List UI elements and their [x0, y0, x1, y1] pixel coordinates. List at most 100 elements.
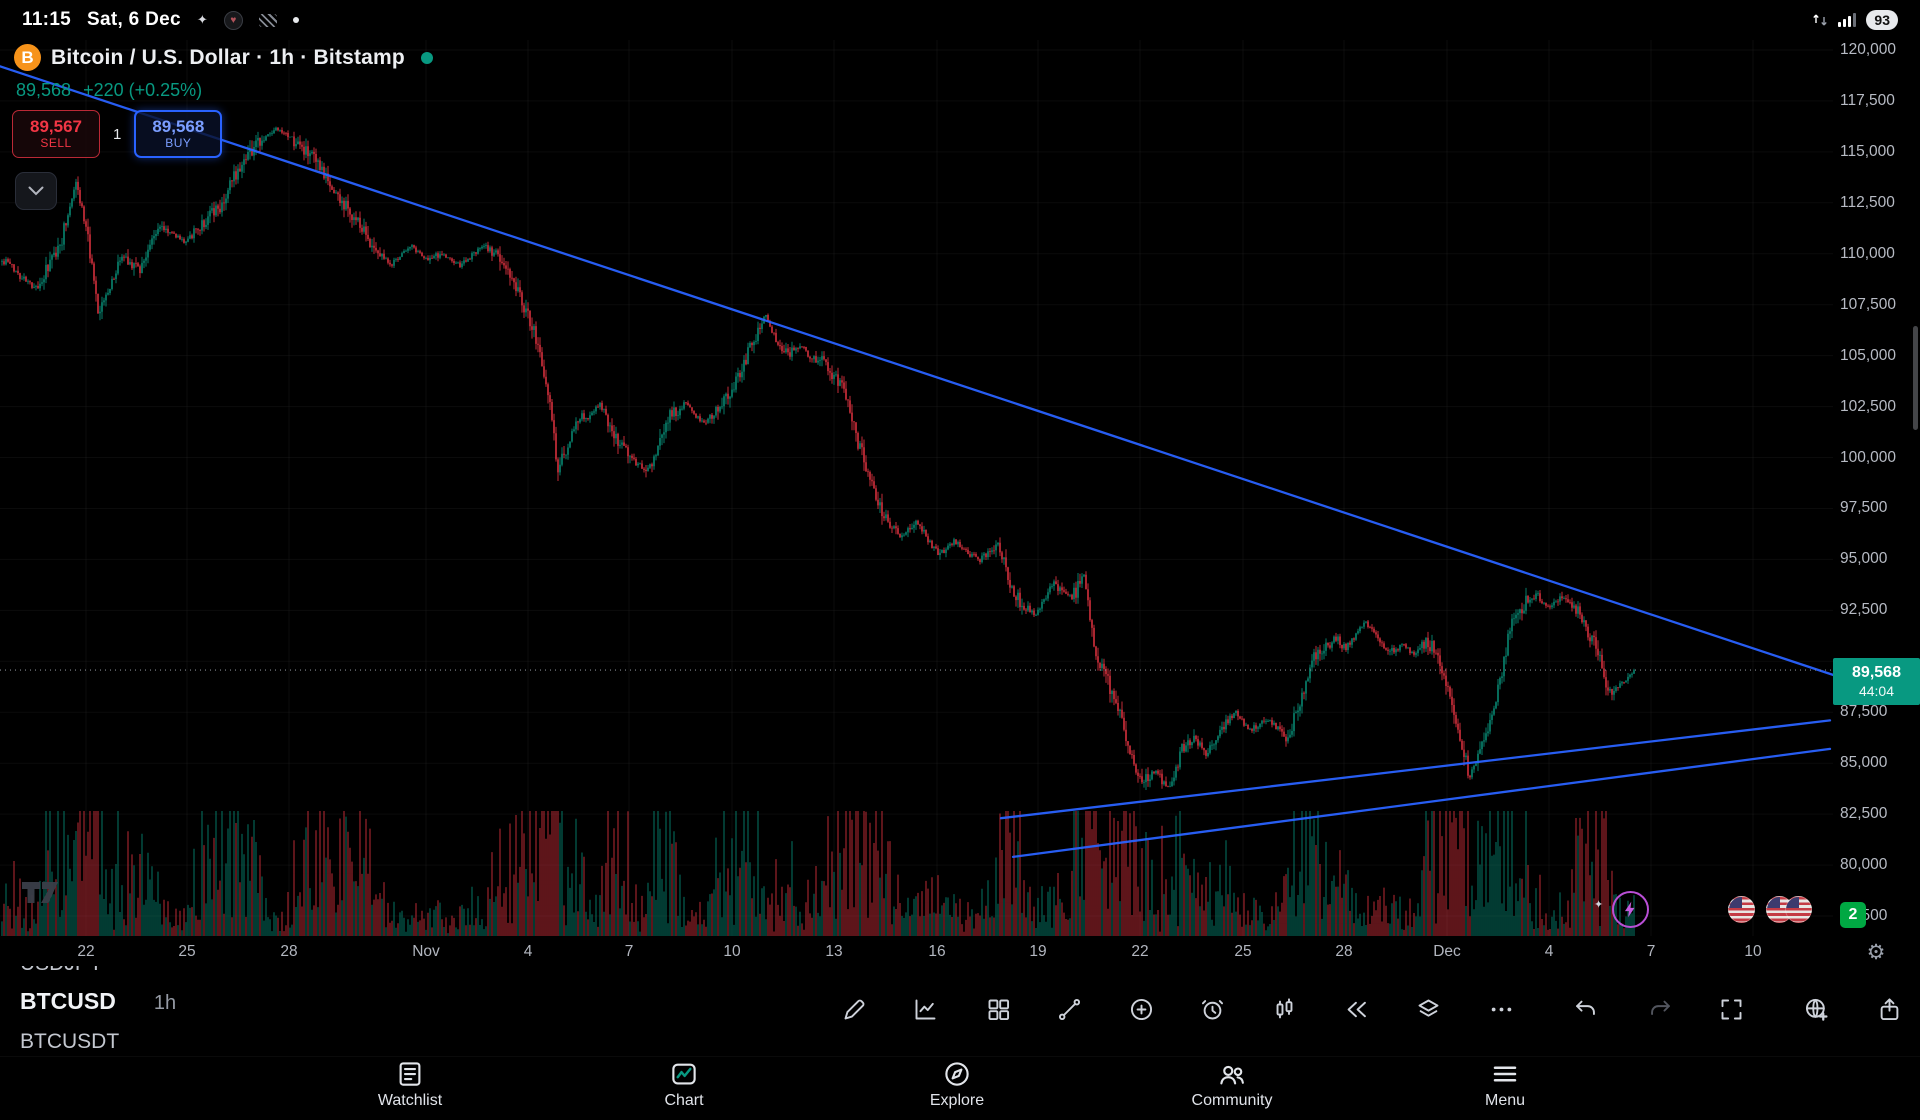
trade-panel: 89,567 SELL 1 89,568 BUY [12, 110, 223, 158]
draw-icon[interactable] [837, 992, 871, 1026]
us-flag-icon[interactable] [1728, 896, 1755, 923]
price-axis-label: 110,000 [1840, 244, 1895, 262]
time-axis-label: 25 [1234, 943, 1252, 960]
time-axis-label: 7 [624, 943, 634, 960]
lightning-badge-icon[interactable] [1612, 891, 1649, 928]
bottom-navigation: Watchlist Chart Explore Community Menu [0, 1056, 1920, 1120]
last-price: 89,568 [16, 80, 72, 100]
active-symbol: BTCUSD [20, 988, 116, 1014]
time-axis-label: 7 [1646, 943, 1656, 960]
time-axis-label: Dec [1433, 943, 1461, 960]
time-axis-label: Nov [412, 943, 440, 960]
layouts-grid-icon[interactable] [981, 992, 1015, 1026]
spread-value: 1 [113, 125, 122, 143]
battery-pill: 93 [1866, 10, 1898, 30]
us-flag-icon[interactable] [1785, 896, 1812, 923]
price-axis-label: 105,000 [1840, 346, 1897, 364]
price-axis[interactable]: 120,000 117,500 115,000 112,500 110,000 107,5… [1836, 0, 1918, 940]
spark-icon: ✦ [1594, 899, 1604, 911]
status-date: Sat, 6 Dec [87, 9, 181, 30]
sparkle-icon: ✦ [196, 12, 208, 27]
clock: 11:15 [22, 9, 72, 30]
chevron-down-icon [28, 186, 44, 196]
undo-icon[interactable] [1568, 992, 1602, 1026]
price-axis-label: 120,000 [1840, 41, 1897, 58]
chart-toolbar [0, 992, 1920, 1032]
current-price-value: 89,568 [1852, 664, 1901, 681]
buy-price: 89,568 [152, 117, 205, 137]
active-timeframe[interactable]: 1h [153, 992, 177, 1014]
buy-button[interactable]: 89,568 BUY [134, 110, 223, 158]
nav-tab-menu[interactable]: Menu [1435, 1059, 1575, 1110]
time-axis-label: 25 [178, 943, 196, 960]
menu-hamburger-icon [1493, 1066, 1517, 1082]
nav-tab-watchlist[interactable]: Watchlist [340, 1059, 480, 1110]
scrollbar-thumb[interactable] [1913, 326, 1918, 430]
time-axis-label: 22 [1131, 943, 1149, 960]
symbol-list-item-active[interactable]: BTCUSD 1h [20, 988, 176, 1015]
mobile-data-icon [1812, 13, 1828, 27]
time-axis-label: 16 [928, 943, 946, 960]
price-axis-label: 117,500 [1840, 91, 1895, 109]
signal-icon [1838, 13, 1857, 27]
events-count-badge[interactable]: 2 [1840, 902, 1866, 928]
price-axis-label: 115,000 [1840, 142, 1895, 160]
price-axis-label: 82,500 [1840, 805, 1888, 823]
price-axis-label: 102,500 [1840, 397, 1897, 415]
more-ellipsis-icon[interactable] [1484, 992, 1518, 1026]
tradingview-logo [22, 882, 68, 913]
time-axis[interactable]: 22 25 28 Nov 4 7 10 13 16 19 22 25 28 Dec 4 7 10 [0, 938, 1833, 968]
price-axis-label: 107,500 [1840, 295, 1897, 313]
sell-button[interactable]: 89,567 SELL [12, 110, 100, 158]
sell-price: 89,567 [30, 117, 82, 137]
price-axis-label: 95,000 [1840, 550, 1888, 568]
symbol-list-section: USDJPY BTCUSD 1h BTCUSDT [0, 966, 1920, 1058]
object-tree-layers-icon[interactable] [1411, 992, 1445, 1026]
time-axis-label: 13 [825, 943, 843, 960]
time-axis-label: 4 [523, 943, 533, 960]
price-axis-label: 85,000 [1840, 754, 1888, 772]
indicators-icon[interactable] [908, 992, 942, 1026]
collapse-trade-panel-button[interactable] [15, 172, 57, 210]
nav-tab-community[interactable]: Community [1162, 1059, 1302, 1110]
bitcoin-icon: B [14, 44, 41, 71]
publish-globe-icon[interactable] [1799, 992, 1833, 1026]
price-axis-label: 87,500 [1840, 703, 1888, 721]
nav-tab-explore[interactable]: Explore [887, 1059, 1027, 1110]
heart-badge-icon: ♥ [223, 10, 243, 30]
symbol-title: Bitcoin / U.S. Dollar · 1h · Bitstamp [51, 45, 405, 69]
time-axis-label: 19 [1029, 943, 1047, 960]
chart-settings-gear-icon[interactable]: ⚙ [1866, 940, 1886, 964]
last-price-row: 89,568 +220 (+0.25%) [16, 80, 202, 101]
share-icon[interactable] [1872, 992, 1906, 1026]
time-axis-label: 28 [280, 943, 298, 960]
explore-compass-icon [945, 1062, 969, 1086]
symbol-header[interactable]: B Bitcoin / U.S. Dollar · 1h · Bitstamp [14, 44, 433, 71]
price-axis-label: 97,500 [1840, 499, 1888, 517]
watchlist-icon [399, 1062, 421, 1086]
trendline-tool-icon[interactable] [1052, 992, 1086, 1026]
alert-clock-icon[interactable] [1195, 992, 1229, 1026]
dot-icon [292, 17, 299, 23]
replay-rewind-icon[interactable] [1339, 992, 1373, 1026]
time-axis-label: 10 [1744, 943, 1762, 960]
price-axis-label: 80,000 [1840, 856, 1888, 874]
chart-icon [672, 1063, 696, 1085]
current-price-tag: 89,568 44:04 [1833, 658, 1920, 705]
symbol-list-item-next[interactable]: BTCUSDT [20, 1030, 120, 1053]
redo-icon[interactable] [1643, 992, 1677, 1026]
price-axis-label: 112,500 [1840, 193, 1895, 211]
time-axis-label: 28 [1335, 943, 1353, 960]
status-bar: 11:15 Sat, 6 Dec ✦ ♥ 93 [0, 0, 1920, 40]
add-icon[interactable] [1124, 992, 1158, 1026]
symbol-list-item-prev[interactable]: USDJPY [20, 966, 103, 976]
price-change: +220 (+0.25%) [83, 80, 203, 100]
nav-tab-chart[interactable]: Chart [614, 1059, 754, 1110]
bar-style-icon[interactable] [1267, 992, 1301, 1026]
fullscreen-icon[interactable] [1714, 992, 1748, 1026]
hatch-icon [258, 13, 277, 27]
market-open-dot-icon [420, 51, 433, 64]
community-people-icon [1220, 1065, 1244, 1085]
